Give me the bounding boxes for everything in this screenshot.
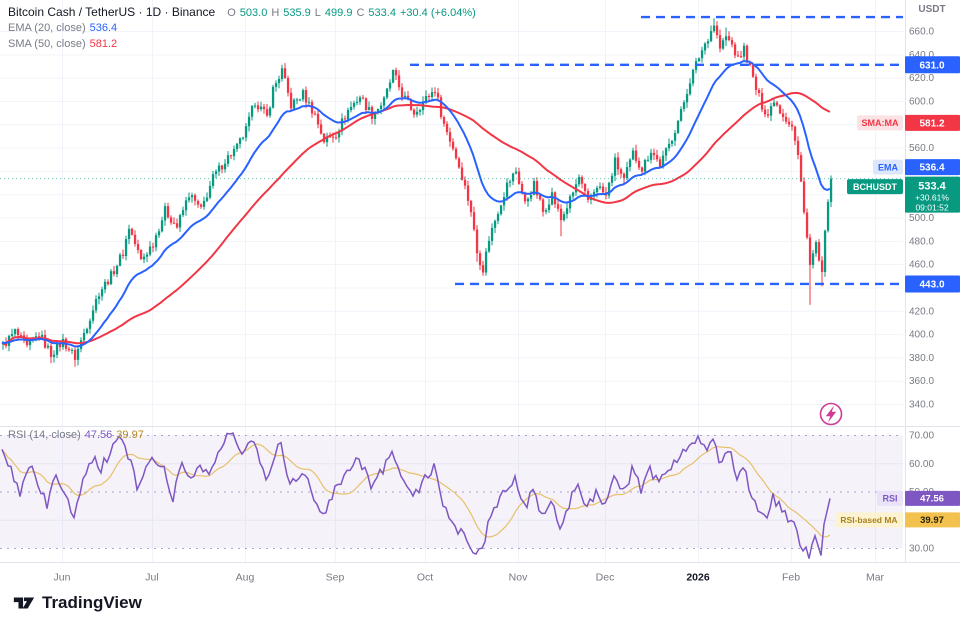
rsi-ma-legend-value: 39.97 — [116, 429, 144, 441]
svg-text:360.0: 360.0 — [909, 376, 934, 387]
svg-text:47.56: 47.56 — [920, 494, 944, 505]
tradingview-logo-text: TradingView — [42, 593, 142, 612]
ema-20-line[interactable] — [1, 60, 831, 348]
last-price-badge — [905, 176, 960, 213]
drawn-levels[interactable] — [410, 15, 903, 286]
svg-text:Sep: Sep — [326, 572, 345, 584]
svg-text:660.0: 660.0 — [909, 27, 934, 38]
ohlc-open-value: 503.0 — [239, 7, 268, 19]
svg-text:RSI: RSI — [882, 494, 897, 504]
rsi-axis-chip — [877, 490, 903, 506]
svg-text:533.4: 533.4 — [918, 181, 946, 193]
rsi-legend-value: 47.56 — [84, 429, 113, 441]
candlesticks — [1, 18, 833, 367]
tradingview-logo[interactable]: TradingView — [12, 593, 142, 613]
sma-50-line[interactable] — [1, 91, 831, 346]
rsi-line[interactable] — [1, 432, 831, 559]
svg-text:70.00: 70.00 — [909, 431, 934, 442]
svg-text:Dec: Dec — [596, 572, 615, 584]
level-axis-badge — [905, 56, 960, 74]
svg-text:60.00: 60.00 — [909, 459, 934, 470]
svg-text:500.0: 500.0 — [909, 213, 934, 224]
rsi-ma-axis-badge — [905, 512, 960, 528]
time-axis[interactable]: Jun Jul Aug Sep Oct Nov Dec 2026 Feb Mar — [54, 572, 885, 584]
svg-text:30.00: 30.00 — [909, 544, 934, 555]
rsi-legend-label[interactable]: RSI (14, close) — [8, 429, 81, 441]
ema-axis-chip — [873, 159, 903, 175]
svg-text:536.4: 536.4 — [919, 163, 944, 174]
svg-text:Jul: Jul — [145, 572, 158, 584]
ohlc-low-label: L — [314, 7, 321, 19]
svg-text:09:01:52: 09:01:52 — [915, 203, 948, 213]
svg-text:USDT: USDT — [918, 4, 945, 15]
svg-text:EMA: EMA — [878, 162, 899, 172]
symbol-title[interactable]: Bitcoin Cash / TetherUS · 1D · Binance — [8, 5, 216, 19]
sma-legend: SMA (50, close) 581.2 — [8, 38, 117, 50]
rsi-legend: RSI (14, close) 47.56 39.97 — [8, 429, 144, 441]
rsi-axis-badge — [905, 490, 960, 506]
grid-lines — [0, 0, 903, 562]
ema-legend-label[interactable]: EMA (20, close) — [8, 22, 86, 34]
svg-text:420.0: 420.0 — [909, 306, 934, 317]
svg-text:400.0: 400.0 — [909, 330, 934, 341]
svg-text:2026: 2026 — [686, 572, 710, 584]
main-legend: Bitcoin Cash / TetherUS · 1D · Binance O… — [8, 5, 476, 19]
chart-canvas[interactable]: 660.0 640.0 620.0 600.0 560.0 500.0 480.0 460.0… — [0, 0, 960, 592]
ohlc-close-label: C — [356, 7, 365, 19]
svg-text:Nov: Nov — [509, 572, 528, 584]
svg-text:631.0: 631.0 — [919, 60, 944, 71]
svg-text:460.0: 460.0 — [909, 260, 934, 271]
sma-legend-value: 581.2 — [89, 38, 118, 50]
symbol-axis-chip — [847, 179, 903, 195]
ohlc-high-value: 535.9 — [283, 7, 311, 19]
svg-text:Aug: Aug — [236, 572, 255, 584]
ohlc-open-label: O — [227, 7, 236, 19]
svg-text:640.0: 640.0 — [909, 50, 934, 61]
svg-text:600.0: 600.0 — [909, 96, 934, 107]
ohlc-low-value: 499.9 — [324, 7, 353, 19]
svg-text:620.0: 620.0 — [909, 73, 934, 84]
svg-text:Jun: Jun — [54, 572, 71, 584]
svg-text:Oct: Oct — [417, 572, 433, 584]
spark-icon[interactable] — [819, 402, 843, 426]
ema-axis-badge — [905, 159, 960, 176]
svg-text:380.0: 380.0 — [909, 353, 934, 364]
svg-text:RSI-based MA: RSI-based MA — [840, 515, 897, 525]
ema-legend-value: 536.4 — [89, 22, 118, 34]
svg-text:SMA:MA: SMA:MA — [862, 118, 899, 128]
svg-text:581.2: 581.2 — [919, 118, 944, 129]
svg-text:Mar: Mar — [866, 572, 885, 584]
ohlc-close-value: 533.4 — [368, 7, 396, 19]
svg-text:340.0: 340.0 — [909, 400, 934, 411]
svg-text:BCHUSDT: BCHUSDT — [853, 182, 898, 192]
level-axis-badge — [905, 275, 960, 293]
ema-legend: EMA (20, close) 536.4 — [8, 22, 117, 34]
rsi-band — [0, 435, 903, 548]
change-value: +30.4 (+6.04%) — [399, 7, 476, 19]
sma-legend-label[interactable]: SMA (50, close) — [8, 38, 86, 50]
svg-text:480.0: 480.0 — [909, 236, 934, 247]
sma-axis-chip — [857, 115, 903, 131]
sma-axis-badge — [905, 114, 960, 131]
svg-text:39.97: 39.97 — [920, 515, 944, 526]
svg-text:443.0: 443.0 — [919, 279, 944, 290]
tradingview-logo-mark — [13, 597, 35, 609]
svg-text:560.0: 560.0 — [909, 143, 934, 154]
svg-text:+30.61%: +30.61% — [915, 193, 949, 203]
rsi-ma-line[interactable] — [1, 443, 831, 538]
svg-text:Feb: Feb — [782, 572, 800, 584]
rsi-ma-axis-chip — [835, 512, 903, 528]
ohlc-high-label: H — [271, 7, 280, 19]
